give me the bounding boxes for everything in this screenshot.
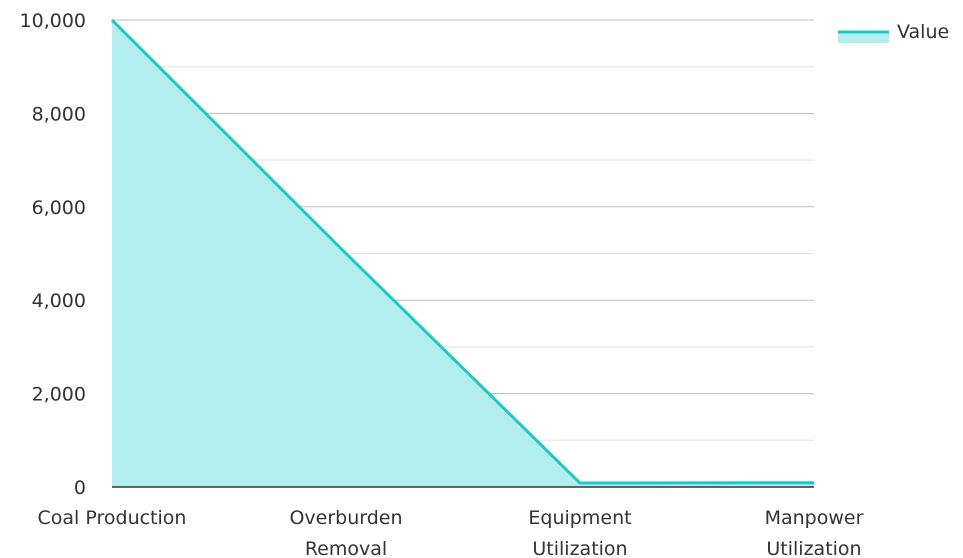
x-tick-label: Coal Production: [38, 507, 187, 529]
data-point-0: [111, 19, 113, 21]
data-point-3: [813, 482, 815, 484]
legend-swatch-fill: [838, 32, 889, 43]
y-tick-label: 10,000: [20, 10, 86, 32]
series-line: [110, 18, 815, 485]
y-tick-label: 0: [74, 477, 86, 499]
y-tick-label: 4,000: [32, 290, 86, 312]
data-point-1: [345, 253, 347, 254]
y-tick-label: 8,000: [32, 103, 86, 125]
y-tick-label: 2,000: [32, 384, 86, 406]
x-tick-label: Equipment Utilization: [528, 507, 631, 558]
legend: Value: [838, 21, 949, 43]
series-area-layer: [110, 18, 815, 487]
x-tick-label: Manpower Utilization: [765, 507, 864, 558]
x-axis-tick-labels: Coal Production Overburden Removal Equipmen…: [38, 507, 864, 558]
y-tick-label: 6,000: [32, 197, 86, 219]
x-tick-label: Overburden Removal: [289, 507, 402, 558]
legend-label: Value: [897, 21, 949, 43]
data-point-2: [579, 482, 581, 484]
y-axis-tick-labels: 0 2,000 4,000 6,000 8,000 10,000: [20, 10, 86, 499]
series-area-fill: [112, 20, 814, 487]
